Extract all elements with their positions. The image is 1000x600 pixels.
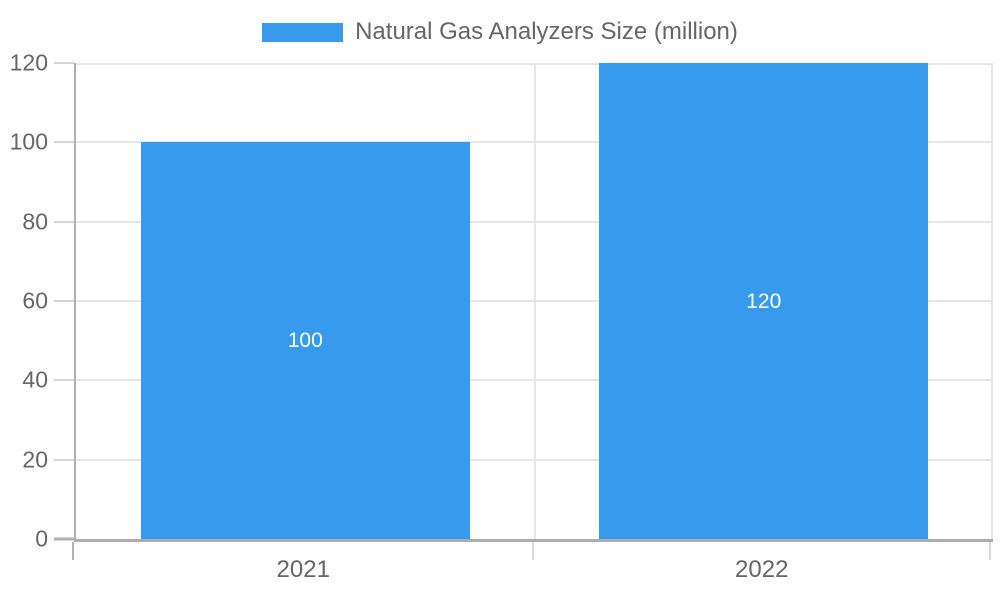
bar-2022[interactable]: 120 [599, 63, 929, 539]
y-axis-tick-label: 40 [22, 366, 48, 393]
bar-value-label-2021: 100 [287, 329, 323, 353]
y-axis: 120 100 80 60 40 20 0 [0, 51, 74, 550]
x-axis-tick-label-2022: 2022 [735, 556, 789, 583]
y-axis-tick-mark [54, 300, 74, 302]
category-cell-2022: 120 [535, 63, 994, 539]
bar-2021[interactable]: 100 [140, 142, 470, 539]
x-axis [72, 542, 991, 560]
y-axis-tick-label: 120 [9, 49, 48, 76]
y-axis-tick-mark [54, 62, 74, 64]
legend-swatch [262, 22, 344, 42]
y-axis-tick-mark [54, 141, 74, 144]
y-axis-tick-label: 0 [35, 525, 48, 552]
x-axis-tick-mark [989, 542, 991, 560]
bar-value-label-2022: 120 [746, 289, 782, 313]
y-axis-tick-label: 80 [22, 208, 48, 235]
x-axis-tick-mark [72, 542, 74, 560]
x-axis-tick-mark [531, 542, 534, 560]
y-axis-tick-label: 60 [22, 287, 48, 314]
y-axis-tick-mark [54, 220, 74, 223]
category-cell-2021: 100 [76, 63, 535, 539]
gridline [991, 63, 993, 539]
y-axis-tick-label: 100 [9, 128, 48, 155]
legend-item-natural-gas-analyzers[interactable]: Natural Gas Analyzers Size (million) [262, 18, 738, 46]
y-axis-tick-label: 20 [22, 446, 48, 473]
chart-legend: Natural Gas Analyzers Size (million) [0, 18, 1000, 46]
legend-label: Natural Gas Analyzers Size (million) [355, 18, 738, 45]
gridline [533, 63, 536, 539]
x-axis-tick-label-2021: 2021 [276, 556, 330, 583]
y-axis-tick-mark [54, 537, 74, 541]
y-axis-tick-mark [54, 379, 74, 382]
plot-area: 100 120 [74, 63, 993, 542]
y-axis-tick-mark [54, 458, 74, 461]
